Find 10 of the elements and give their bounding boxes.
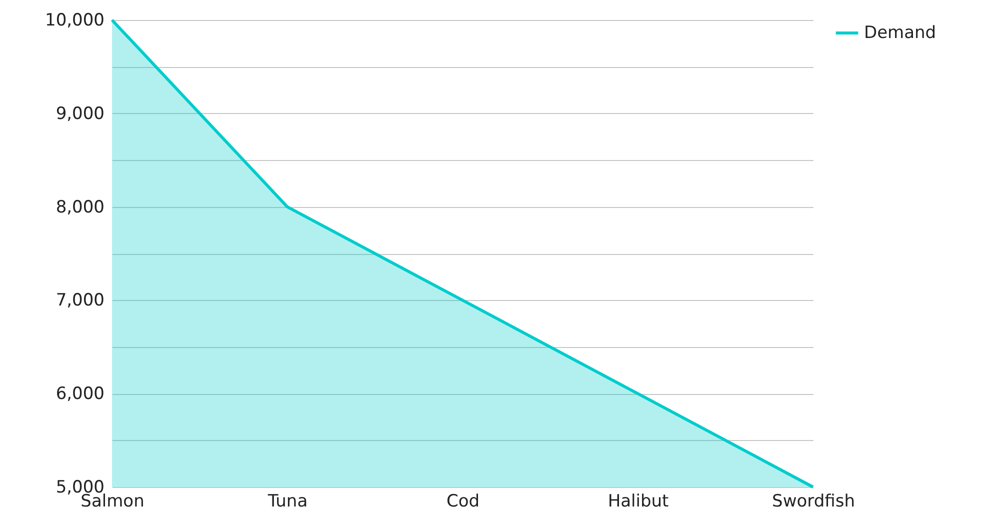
legend-label: Demand — [864, 23, 936, 43]
x-tick-label: Swordfish — [772, 492, 855, 512]
x-tick-label: Tuna — [266, 492, 308, 512]
x-tick-label: Halibut — [608, 492, 670, 512]
y-tick-label: 10,000 — [45, 10, 104, 30]
y-tick-label: 9,000 — [56, 104, 104, 124]
y-tick-label: 7,000 — [56, 290, 104, 311]
y-tick-label: 6,000 — [56, 384, 104, 404]
y-tick-label: 8,000 — [56, 197, 104, 218]
x-tick-label: Cod — [446, 492, 480, 512]
